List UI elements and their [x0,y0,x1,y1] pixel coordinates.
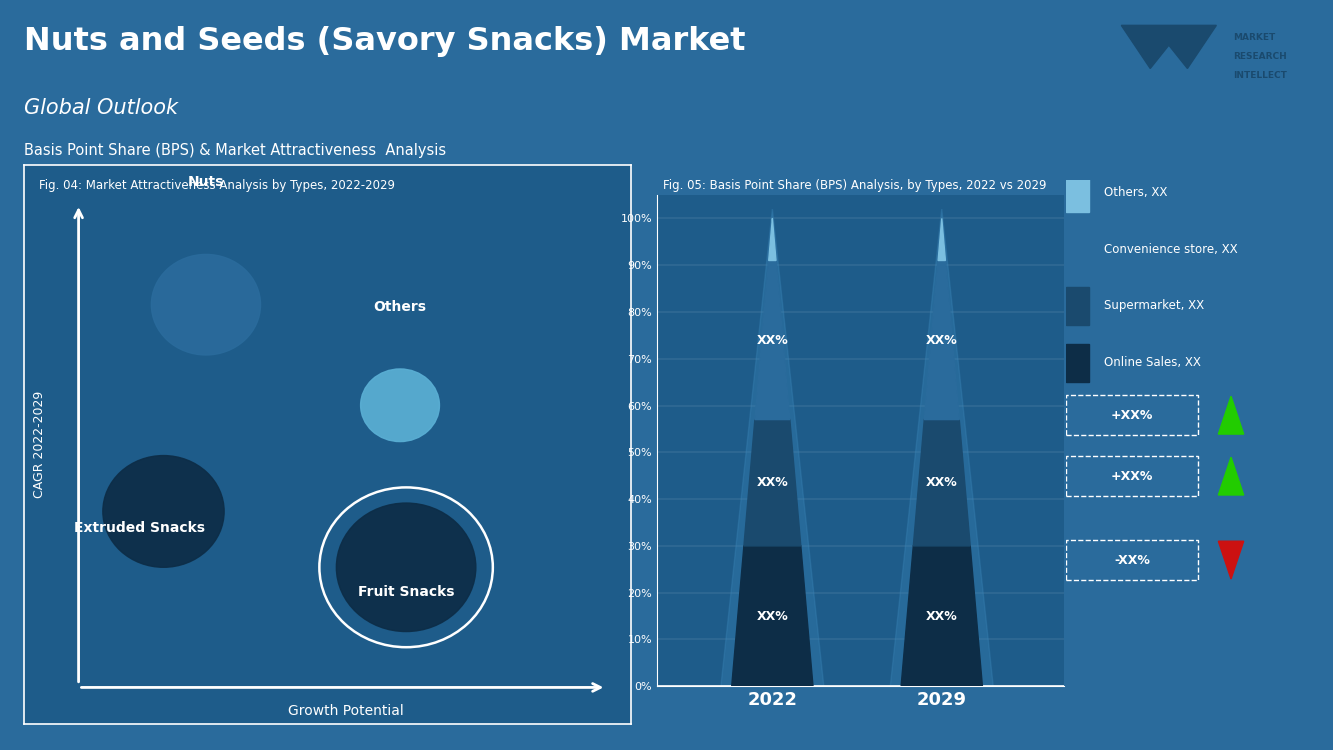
Polygon shape [744,419,801,546]
Circle shape [152,254,260,355]
Text: +XX%: +XX% [1112,470,1153,482]
Polygon shape [890,209,993,686]
Text: CAGR 2022-2029: CAGR 2022-2029 [32,391,45,498]
Text: Fig. 05: Basis Point Share (BPS) Analysis, by Types, 2022 vs 2029: Fig. 05: Basis Point Share (BPS) Analysi… [664,179,1046,192]
Text: XX%: XX% [757,476,788,489]
Text: Extruded Snacks: Extruded Snacks [73,521,205,536]
Text: XX%: XX% [926,334,957,346]
Text: Nuts and Seeds (Savory Snacks) Market: Nuts and Seeds (Savory Snacks) Market [24,26,745,57]
Polygon shape [769,218,776,260]
Polygon shape [1218,458,1244,495]
FancyBboxPatch shape [1066,287,1089,325]
FancyBboxPatch shape [1066,344,1089,382]
Text: Global Outlook: Global Outlook [24,98,179,118]
Text: MARKET: MARKET [1233,33,1276,42]
Text: XX%: XX% [926,476,957,489]
Circle shape [361,369,440,442]
Polygon shape [732,546,813,686]
Text: RESEARCH: RESEARCH [1233,52,1286,61]
Text: Convenience store, XX: Convenience store, XX [1104,243,1238,256]
Text: XX%: XX% [926,610,957,622]
Polygon shape [901,546,982,686]
FancyBboxPatch shape [1066,174,1089,211]
FancyBboxPatch shape [1066,230,1089,268]
Text: Fig. 04: Market Attractiveness Analysis by Types, 2022-2029: Fig. 04: Market Attractiveness Analysis … [39,179,395,192]
Text: Online Sales, XX: Online Sales, XX [1104,356,1201,369]
Polygon shape [1121,26,1217,68]
Text: +XX%: +XX% [1112,409,1153,422]
Polygon shape [1218,542,1244,579]
Circle shape [103,455,224,567]
Text: INTELLECT: INTELLECT [1233,71,1286,80]
Polygon shape [721,209,824,686]
Polygon shape [1218,396,1244,434]
Polygon shape [924,260,960,419]
Polygon shape [913,419,970,546]
Text: Supermarket, XX: Supermarket, XX [1104,299,1205,313]
Text: Fruit Snacks: Fruit Snacks [357,586,455,599]
Text: XX%: XX% [757,610,788,622]
Text: Growth Potential: Growth Potential [288,704,404,718]
Text: Basis Point Share (BPS) & Market Attractiveness  Analysis: Basis Point Share (BPS) & Market Attract… [24,142,447,158]
Text: Others, XX: Others, XX [1104,186,1168,199]
Polygon shape [754,260,790,419]
Text: XX%: XX% [757,334,788,346]
Text: Others: Others [373,301,427,314]
Circle shape [336,503,476,632]
Text: -XX%: -XX% [1114,554,1150,566]
Polygon shape [938,218,945,260]
Text: Nuts: Nuts [188,175,224,189]
